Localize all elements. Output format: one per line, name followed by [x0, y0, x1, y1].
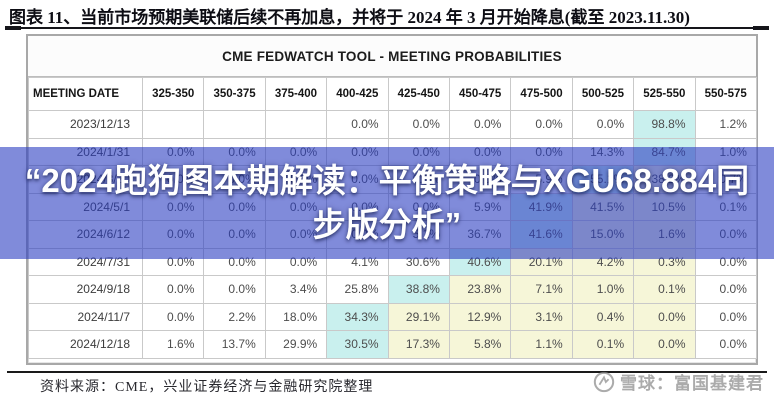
probability-cell: 5.8% [448, 330, 512, 359]
probability-cell: 18.0% [264, 302, 328, 331]
overlay-text-line-2: 步版分析” [312, 206, 462, 243]
rate-range-header: 550-575 [694, 77, 757, 111]
rate-range-header: 475-500 [510, 77, 573, 111]
probability-cell [203, 110, 266, 139]
probability-cell: 30.5% [326, 330, 389, 359]
meme-overlay-banner: “2024跑狗图本期解读：平衡策略与XGU68.884同 步版分析” [0, 147, 774, 259]
meeting-date-cell: 2024/12/18 [28, 330, 143, 359]
table-row: 2023/12/13 0.0% 0.0% 0.0% 0.0% 0.0% 98.8% 1.2% [28, 110, 757, 139]
probability-cell: 3.1% [510, 302, 573, 331]
probability-cell: 29.1% [387, 302, 450, 331]
probability-cell: 0.0% [633, 330, 696, 359]
probability-cell: 3.4% [264, 275, 328, 304]
rate-range-header: 425-450 [387, 77, 450, 111]
probability-cell: 0.0% [203, 275, 266, 304]
source-note: 资料来源：CME，兴业证券经济与金融研究院整理 [40, 380, 374, 395]
widget-title: CME FEDWATCH TOOL - MEETING PROBABILITIE… [28, 36, 756, 77]
xueqiu-logo-icon [593, 371, 615, 393]
probability-cell: 1.1% [510, 330, 573, 359]
table-header-row: MEETING DATE 325-350 350-375 375-400 400-42… [28, 77, 757, 111]
probability-cell: 13.7% [203, 330, 266, 359]
meeting-date-cell: 2023/12/13 [28, 110, 143, 139]
probability-cell: 29.9% [264, 330, 328, 359]
probability-cell: 0.0% [571, 110, 635, 139]
probability-cell: 0.0% [694, 302, 757, 331]
watermark: 雪球：富国基建君 [593, 369, 764, 394]
title-divider-rule [5, 26, 769, 30]
probability-cell: 1.0% [571, 275, 635, 304]
probability-cell: 0.0% [633, 302, 696, 331]
probability-cell: 0.0% [448, 110, 512, 139]
probability-cell: 17.3% [387, 330, 450, 359]
table-row: 2024/9/18 0.0% 0.0% 3.4% 25.8% 38.8% 23.8% 7.1%… [28, 275, 757, 304]
table-row: 2024/12/18 1.6% 13.7% 29.9% 30.5% 17.3% 5.8% 1.… [28, 330, 757, 359]
rate-range-header: 450-475 [448, 77, 512, 111]
probability-cell: 0.1% [633, 275, 696, 304]
probability-cell [141, 110, 205, 139]
rate-range-header: 400-425 [326, 77, 389, 111]
probability-cell: 2.2% [203, 302, 266, 331]
rate-range-header: 375-400 [264, 77, 328, 111]
probability-cell: 7.1% [510, 275, 573, 304]
probability-cell: 0.1% [571, 330, 635, 359]
probability-cell: 0.0% [141, 275, 205, 304]
meeting-date-header: MEETING DATE [28, 77, 143, 111]
probability-cell: 0.0% [510, 110, 573, 139]
probability-cell: 0.4% [571, 302, 635, 331]
probability-cell: 25.8% [326, 275, 389, 304]
rate-range-header: 525-550 [633, 77, 696, 111]
probability-cell: 12.9% [448, 302, 512, 331]
probability-cell: 34.3% [326, 302, 389, 331]
table-row: 2024/11/7 0.0% 2.2% 18.0% 34.3% 29.1% 12.9% 3.1… [28, 302, 757, 331]
meeting-date-cell: 2024/11/7 [28, 302, 143, 331]
probability-cell: 0.0% [326, 110, 389, 139]
rate-range-header: 350-375 [203, 77, 266, 111]
probability-cell: 0.0% [387, 110, 450, 139]
bottom-divider-rule [7, 371, 767, 373]
overlay-text-line-1: “2024跑狗图本期解读：平衡策略与XGU68.884同 [24, 162, 750, 200]
probability-cell: 0.0% [694, 330, 757, 359]
rate-range-header: 500-525 [571, 77, 635, 111]
meeting-date-cell: 2024/9/18 [28, 275, 143, 304]
probability-cell [264, 110, 328, 139]
probability-cell: 1.6% [141, 330, 205, 359]
probability-cell: 23.8% [448, 275, 512, 304]
rate-range-header: 325-350 [141, 77, 205, 111]
watermark-text: 雪球：富国基建君 [620, 374, 764, 393]
probability-cell: 1.2% [694, 110, 757, 139]
probability-cell: 0.0% [694, 275, 757, 304]
probability-cell: 0.0% [141, 302, 205, 331]
probability-cell: 38.8% [387, 275, 450, 304]
probability-cell: 98.8% [633, 110, 696, 139]
figure-title: 图表 11、当前市场预期美联储后续不再加息，并将于 2024 年 3 月开始降息… [9, 8, 690, 27]
